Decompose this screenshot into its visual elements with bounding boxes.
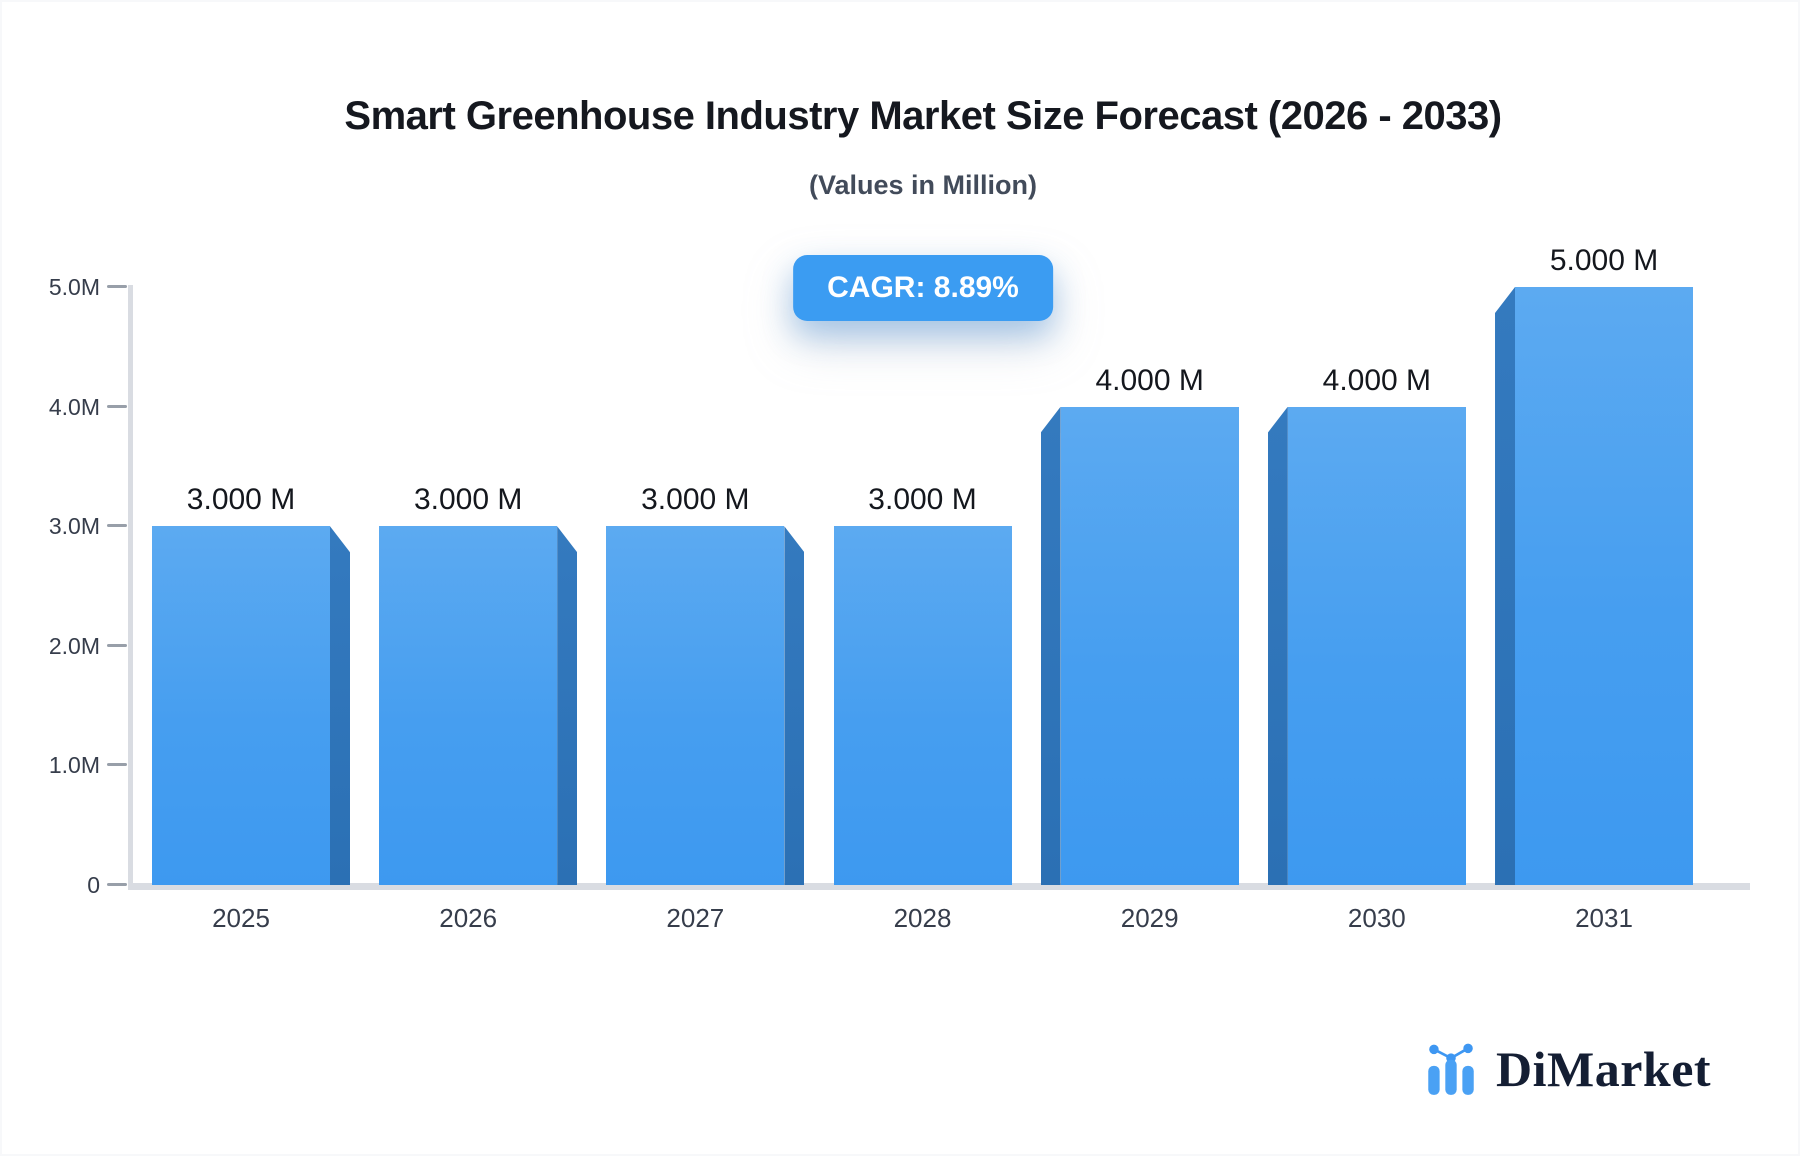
dimarket-logo: DiMarket [1420, 1038, 1711, 1100]
bar-2027 [606, 526, 785, 885]
bar-value-label: 3.000 M [186, 483, 296, 517]
y-axis-tick-label: 3.0M [48, 513, 100, 540]
x-axis-category-label: 2031 [1575, 903, 1633, 933]
x-axis-line [128, 883, 1750, 890]
bar-2029 [1060, 406, 1239, 885]
bar-value-label: 3.000 M [413, 483, 523, 517]
bar-2030 [1287, 406, 1466, 885]
bar-side-2029 [1040, 406, 1061, 885]
x-axis-category-label: 2025 [212, 903, 270, 933]
bar-value-label: 3.000 M [868, 483, 977, 517]
y-axis-tick-mark [107, 404, 127, 408]
y-axis-tick-label: 1.0M [48, 752, 100, 779]
bar-2028 [833, 526, 1012, 885]
page-subtitle: (Values in Million) [808, 170, 1038, 200]
x-axis-category-label: 2029 [1120, 903, 1179, 933]
bar-side-2031 [1495, 287, 1516, 885]
bar-side-2030 [1267, 406, 1288, 885]
y-axis-line [128, 285, 133, 888]
x-axis-category-label: 2027 [666, 903, 725, 933]
y-axis-tick-mark [107, 763, 127, 767]
bar-value-label: 3.000 M [641, 483, 750, 517]
logo-text: DiMarket [1496, 1041, 1712, 1097]
bar-value-label: 5.000 M [1549, 244, 1659, 277]
bar-side-2027 [784, 526, 805, 885]
bar-2026 [379, 526, 558, 885]
y-axis-tick-mark [107, 883, 127, 886]
x-axis-category-label: 2026 [439, 903, 498, 933]
x-axis-category-label: 2030 [1347, 903, 1406, 933]
bar-2025 [152, 526, 330, 885]
bar-value-label: 4.000 M [1095, 363, 1204, 397]
y-axis-tick-label: 5.0M [48, 274, 100, 300]
y-axis-tick-mark [107, 643, 127, 647]
y-axis-tick-mark [107, 285, 127, 288]
y-axis-tick-label: 0 [87, 872, 100, 898]
page-title: Smart Greenhouse Industry Market Size Fo… [344, 94, 1502, 138]
bar-value-label: 4.000 M [1322, 363, 1432, 397]
y-axis-tick-label: 4.0M [48, 393, 100, 420]
bar-side-2026 [557, 526, 578, 885]
cagr-badge: CAGR: 8.89% [793, 255, 1053, 321]
x-axis-category-label: 2028 [893, 903, 952, 933]
y-axis-tick-label: 2.0M [48, 632, 100, 659]
y-axis-tick-mark [107, 524, 127, 528]
bar-2031 [1515, 287, 1694, 885]
bar-chart-logo-icon [1428, 1043, 1474, 1095]
bar-side-2025 [330, 526, 350, 885]
